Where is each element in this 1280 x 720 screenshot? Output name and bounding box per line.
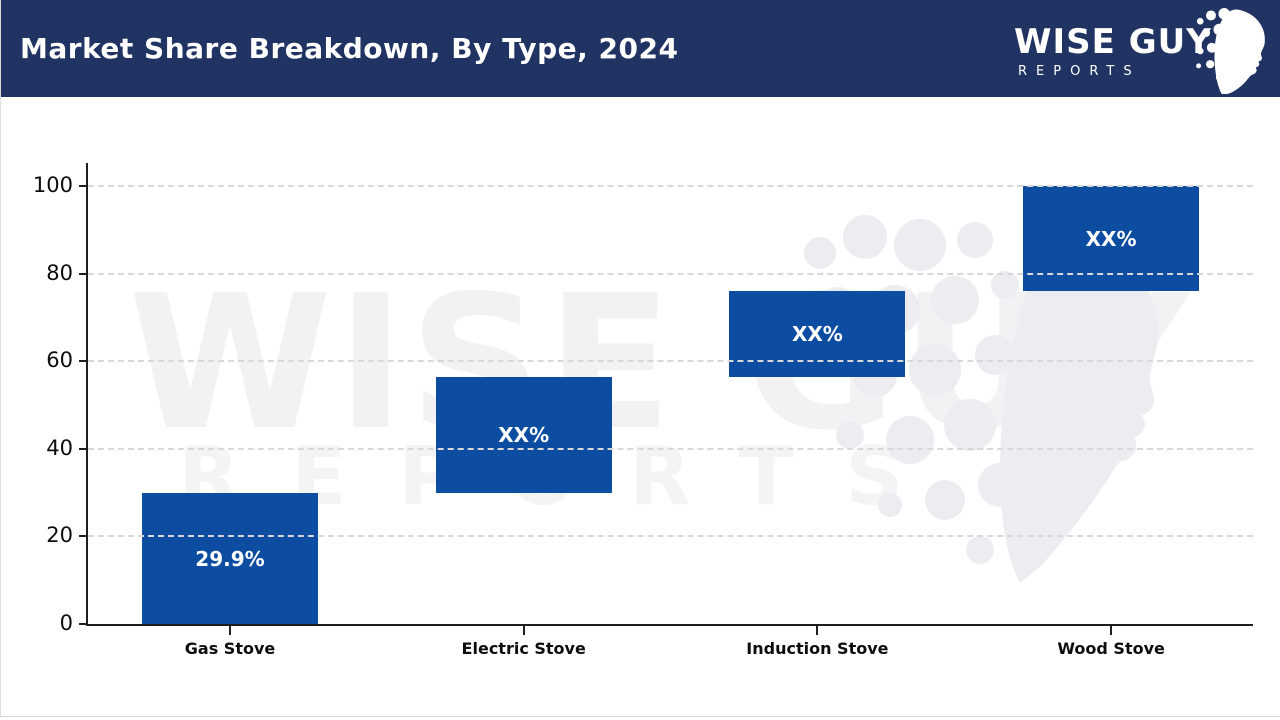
x-category-label-3: Wood Stove bbox=[1057, 639, 1165, 658]
x-tick-3 bbox=[1110, 626, 1113, 635]
y-tick-60 bbox=[79, 360, 87, 363]
x-tick-2 bbox=[816, 626, 819, 635]
y-tick-label-100: 100 bbox=[32, 173, 73, 197]
gridline-20 bbox=[88, 535, 1253, 538]
logo-face-icon bbox=[1192, 8, 1265, 94]
y-tick-0 bbox=[79, 623, 87, 625]
bar-wood-stove: XX% bbox=[1023, 186, 1200, 292]
x-axis-line bbox=[86, 624, 1253, 626]
wise-guy-reports-logo: WISE GUY REPORTS bbox=[1014, 6, 1266, 94]
y-tick-label-20: 20 bbox=[46, 523, 73, 548]
y-tick-100 bbox=[79, 185, 87, 187]
x-category-label-1: Electric Stove bbox=[461, 639, 586, 658]
logo-text-wise-guy: WISE GUY bbox=[1014, 22, 1212, 62]
chart-title: Market Share Breakdown, By Type, 2024 bbox=[20, 32, 679, 65]
y-tick-40 bbox=[79, 447, 87, 450]
x-tick-0 bbox=[229, 626, 231, 635]
bar-electric-stove: XX% bbox=[435, 376, 612, 494]
header-bar: Market Share Breakdown, By Type, 2024 WI… bbox=[0, 0, 1280, 97]
logo-text-reports: REPORTS bbox=[1018, 64, 1141, 79]
bar-value-label: XX% bbox=[791, 321, 843, 346]
gridline-100 bbox=[88, 185, 1253, 187]
x-category-label-2: Induction Stove bbox=[746, 639, 889, 658]
y-tick-label-0: 0 bbox=[59, 611, 73, 635]
y-tick-label-80: 80 bbox=[46, 260, 73, 285]
x-category-label-0: Gas Stove bbox=[184, 639, 276, 658]
y-tick-20 bbox=[79, 535, 87, 538]
bar-value-label: XX% bbox=[1085, 226, 1137, 251]
gridline-80 bbox=[88, 272, 1253, 275]
gridline-40 bbox=[88, 447, 1253, 450]
bar-value-label: XX% bbox=[498, 422, 550, 447]
bar-gas-stove: 29.9% bbox=[142, 493, 318, 624]
y-axis-line bbox=[86, 163, 88, 626]
y-tick-label-60: 60 bbox=[46, 348, 73, 373]
x-tick-1 bbox=[522, 626, 525, 635]
bar-induction-stove: XX% bbox=[729, 291, 906, 377]
y-tick-80 bbox=[79, 272, 87, 275]
bar-value-label: 29.9% bbox=[195, 546, 265, 571]
gridline-60 bbox=[88, 360, 1253, 363]
y-tick-label-40: 40 bbox=[46, 435, 73, 460]
